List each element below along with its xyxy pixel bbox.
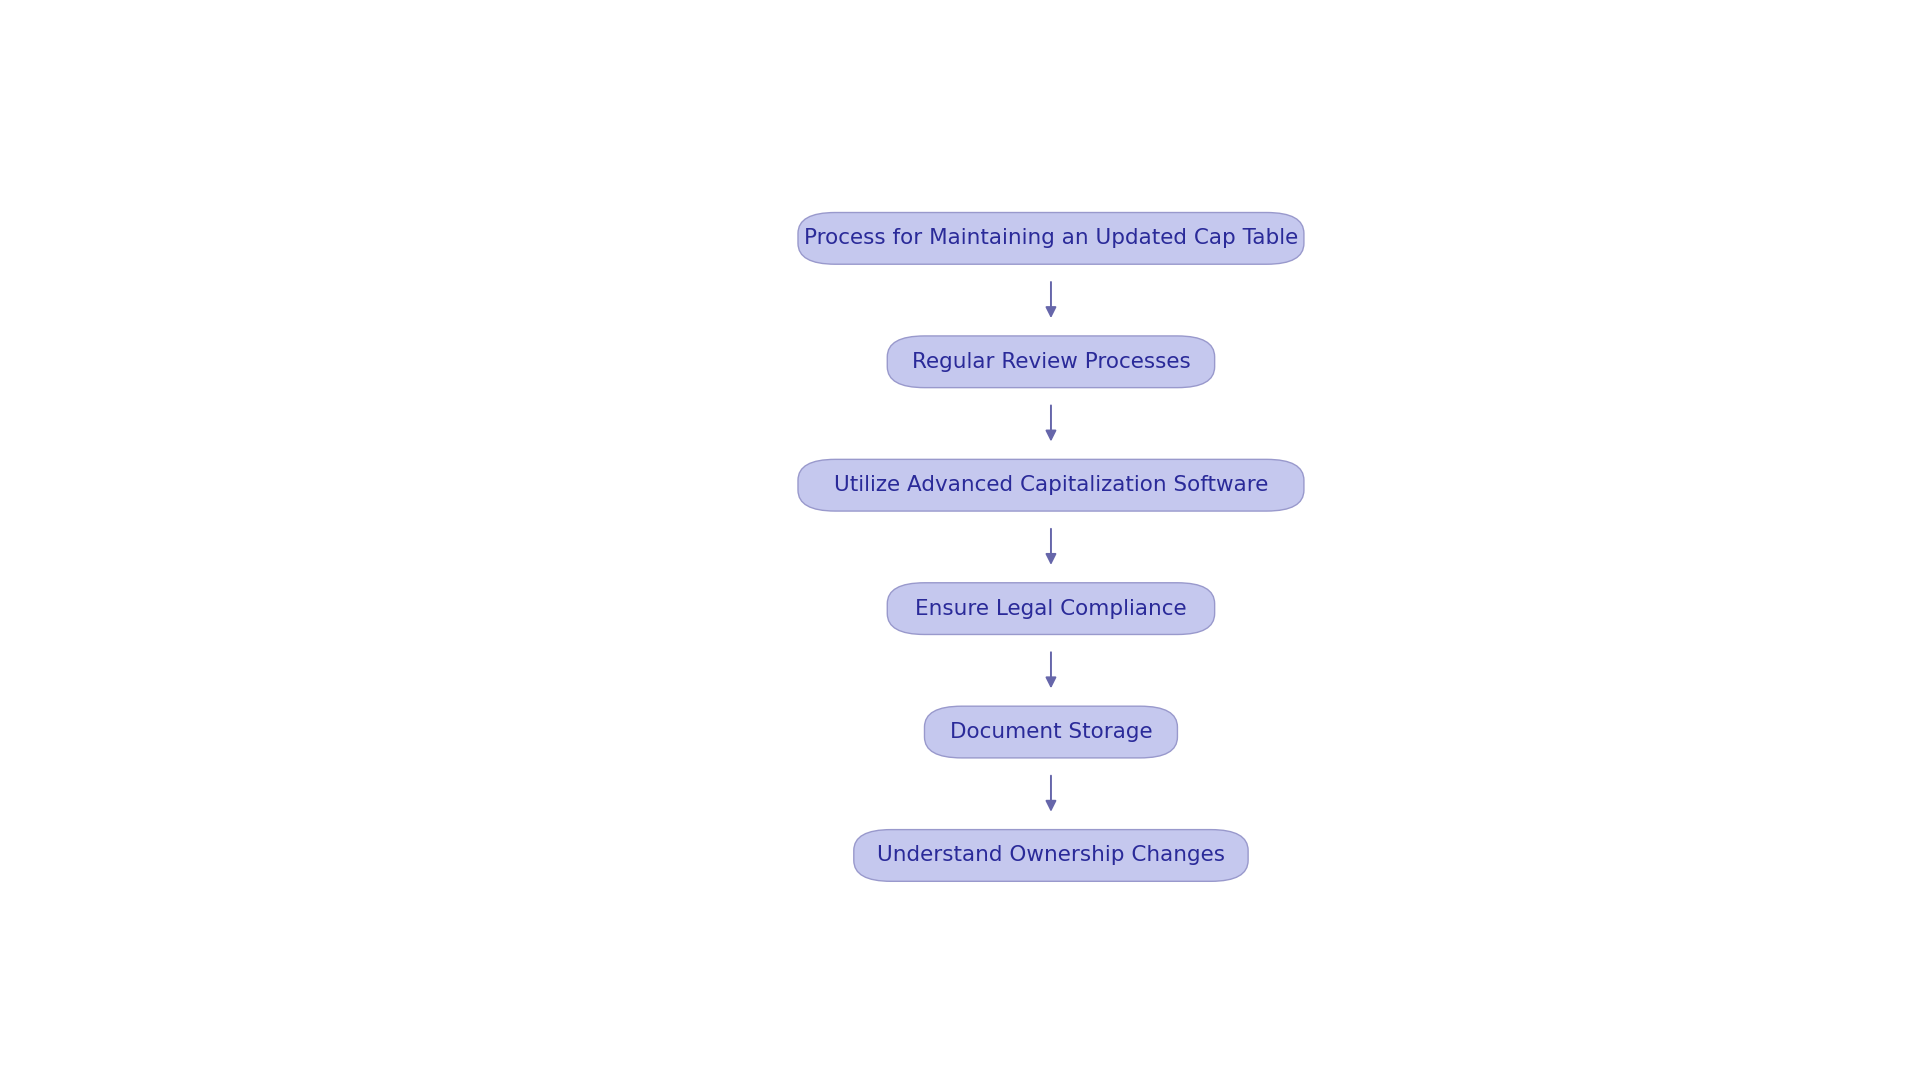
- Text: Regular Review Processes: Regular Review Processes: [912, 352, 1190, 371]
- FancyBboxPatch shape: [799, 212, 1304, 264]
- FancyBboxPatch shape: [925, 706, 1177, 758]
- Text: Utilize Advanced Capitalization Software: Utilize Advanced Capitalization Software: [833, 475, 1267, 495]
- FancyBboxPatch shape: [887, 583, 1215, 635]
- Text: Ensure Legal Compliance: Ensure Legal Compliance: [916, 599, 1187, 618]
- FancyBboxPatch shape: [887, 336, 1215, 388]
- FancyBboxPatch shape: [799, 459, 1304, 511]
- FancyBboxPatch shape: [854, 830, 1248, 882]
- Text: Document Storage: Document Storage: [950, 722, 1152, 742]
- Text: Process for Maintaining an Updated Cap Table: Process for Maintaining an Updated Cap T…: [804, 229, 1298, 248]
- Text: Understand Ownership Changes: Understand Ownership Changes: [877, 846, 1225, 865]
